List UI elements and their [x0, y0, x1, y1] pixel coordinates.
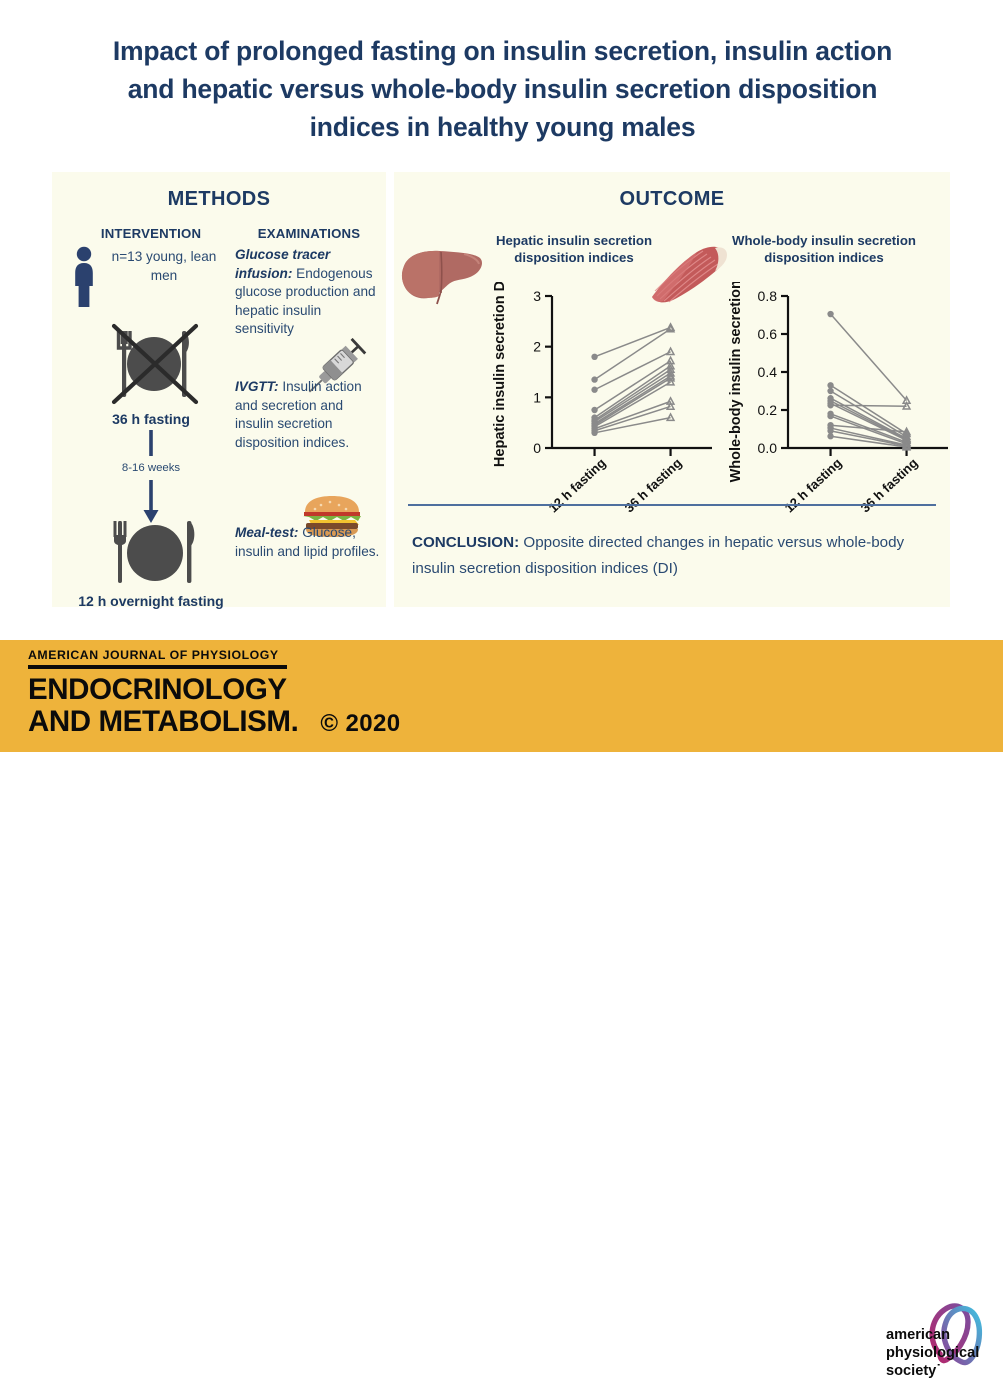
- svg-text:Whole-body insulin secretion D: Whole-body insulin secretion DI: [728, 282, 744, 482]
- methods-heading: METHODS: [167, 188, 271, 210]
- page-title: Impact of prolonged fasting on insulin s…: [112, 36, 893, 142]
- divider: [408, 504, 936, 506]
- svg-text:0.8: 0.8: [758, 288, 778, 304]
- aps-line-2: physiological: [886, 1345, 980, 1361]
- examination-item-2: IVGTT: Insulin action and secretion and …: [235, 378, 385, 452]
- fasting-plate-icon: [111, 323, 199, 405]
- examination-text-1: Endogenous glucose production and hepati…: [235, 265, 376, 337]
- burger-icon: [303, 496, 361, 537]
- svg-text:12 h fasting: 12 h fasting: [782, 455, 845, 515]
- graphical-abstract: Impact of prolonged fasting on insulin s…: [0, 36, 1003, 1379]
- meal-plate-icon: [113, 521, 195, 583]
- examination-title-3: Meal-test:: [235, 525, 299, 540]
- svg-text:0: 0: [533, 440, 541, 456]
- svg-text:36 h fasting: 36 h fasting: [858, 455, 921, 515]
- examination-item-3: Meal-test: Glucose, insulin and lipid pr…: [235, 524, 387, 561]
- aps-line-3: society˙: [886, 1363, 942, 1379]
- svg-text:36 h fasting: 36 h fasting: [622, 455, 685, 515]
- journal-line-2: ENDOCRINOLOGY: [28, 673, 287, 706]
- examination-text-2: Insulin action and secretion and insulin…: [235, 379, 362, 450]
- examination-title-1: Glucose tracer infusion:: [235, 247, 331, 281]
- outcome-panel: OUTCOME Hepatic insulin secretion dispos…: [394, 172, 950, 607]
- down-arrow-icon: [143, 430, 159, 523]
- journal-wordmark: AMERICAN JOURNAL OF PHYSIOLOGY ENDOCRINO…: [28, 648, 401, 738]
- methods-panel: METHODS INTERVENTION EXAMINATIONS n=13 y…: [52, 172, 387, 609]
- examination-text-3: Glucose, insulin and lipid profiles.: [235, 525, 380, 559]
- conclusion-body: Opposite directed changes in hepatic ver…: [412, 534, 905, 577]
- aps-wordmark: american physiological society˙: [886, 1326, 979, 1380]
- aps-line-1: american: [886, 1327, 951, 1343]
- svg-text:0.2: 0.2: [758, 402, 778, 418]
- chart-1-title: Hepatic insulin secretion disposition in…: [495, 233, 653, 265]
- conclusion-label: CONCLUSION:: [412, 534, 520, 551]
- participants-text: n=13 young, lean men: [111, 249, 217, 283]
- examination-item-1: Glucose tracer infusion: Endogenous gluc…: [235, 246, 381, 339]
- interval-label: 8-16 weeks: [121, 462, 181, 474]
- copyright-label: © 2020: [320, 710, 401, 737]
- syringe-icon: [308, 338, 367, 393]
- svg-text:0.6: 0.6: [758, 326, 778, 342]
- intervention-heading: INTERVENTION: [100, 226, 202, 241]
- examination-title-2: IVGTT:: [235, 379, 279, 394]
- svg-text:2: 2: [533, 339, 541, 355]
- svg-text:1: 1: [533, 389, 541, 405]
- chart-hepatic-di: 0 1 2 3 Hepatic insulin secretion DI 12 h fas…: [478, 282, 728, 542]
- fasting-36h-label: 36 h fasting: [112, 411, 190, 427]
- chart-whole-body-di: 0.0 0.2 0.4 0.6 0.8 Whole-body insulin secret…: [714, 282, 964, 542]
- outcome-heading: OUTCOME: [619, 188, 725, 210]
- conclusion-text: CONCLUSION: Opposite directed changes in…: [412, 530, 932, 582]
- svg-text:0.4: 0.4: [758, 364, 778, 380]
- fasting-12h-label: 12 h overnight fasting: [78, 593, 224, 609]
- journal-line-3: AND METABOLISM.: [28, 705, 299, 738]
- svg-text:0.0: 0.0: [758, 440, 778, 456]
- svg-text:3: 3: [533, 288, 541, 304]
- journal-line-1: AMERICAN JOURNAL OF PHYSIOLOGY: [28, 648, 279, 662]
- muscle-icon: [652, 246, 727, 303]
- examinations-heading: EXAMINATIONS: [257, 226, 361, 241]
- svg-text:Hepatic insulin secretion DI: Hepatic insulin secretion DI: [492, 282, 508, 467]
- liver-icon: [401, 250, 482, 305]
- person-icon: [75, 246, 93, 307]
- svg-text:12 h fasting: 12 h fasting: [546, 455, 609, 515]
- journal-rule: [28, 665, 287, 669]
- journal-footer: AMERICAN JOURNAL OF PHYSIOLOGY ENDOCRINO…: [0, 640, 1003, 1379]
- chart-2-title: Whole-body insulin secretion disposition…: [732, 233, 916, 265]
